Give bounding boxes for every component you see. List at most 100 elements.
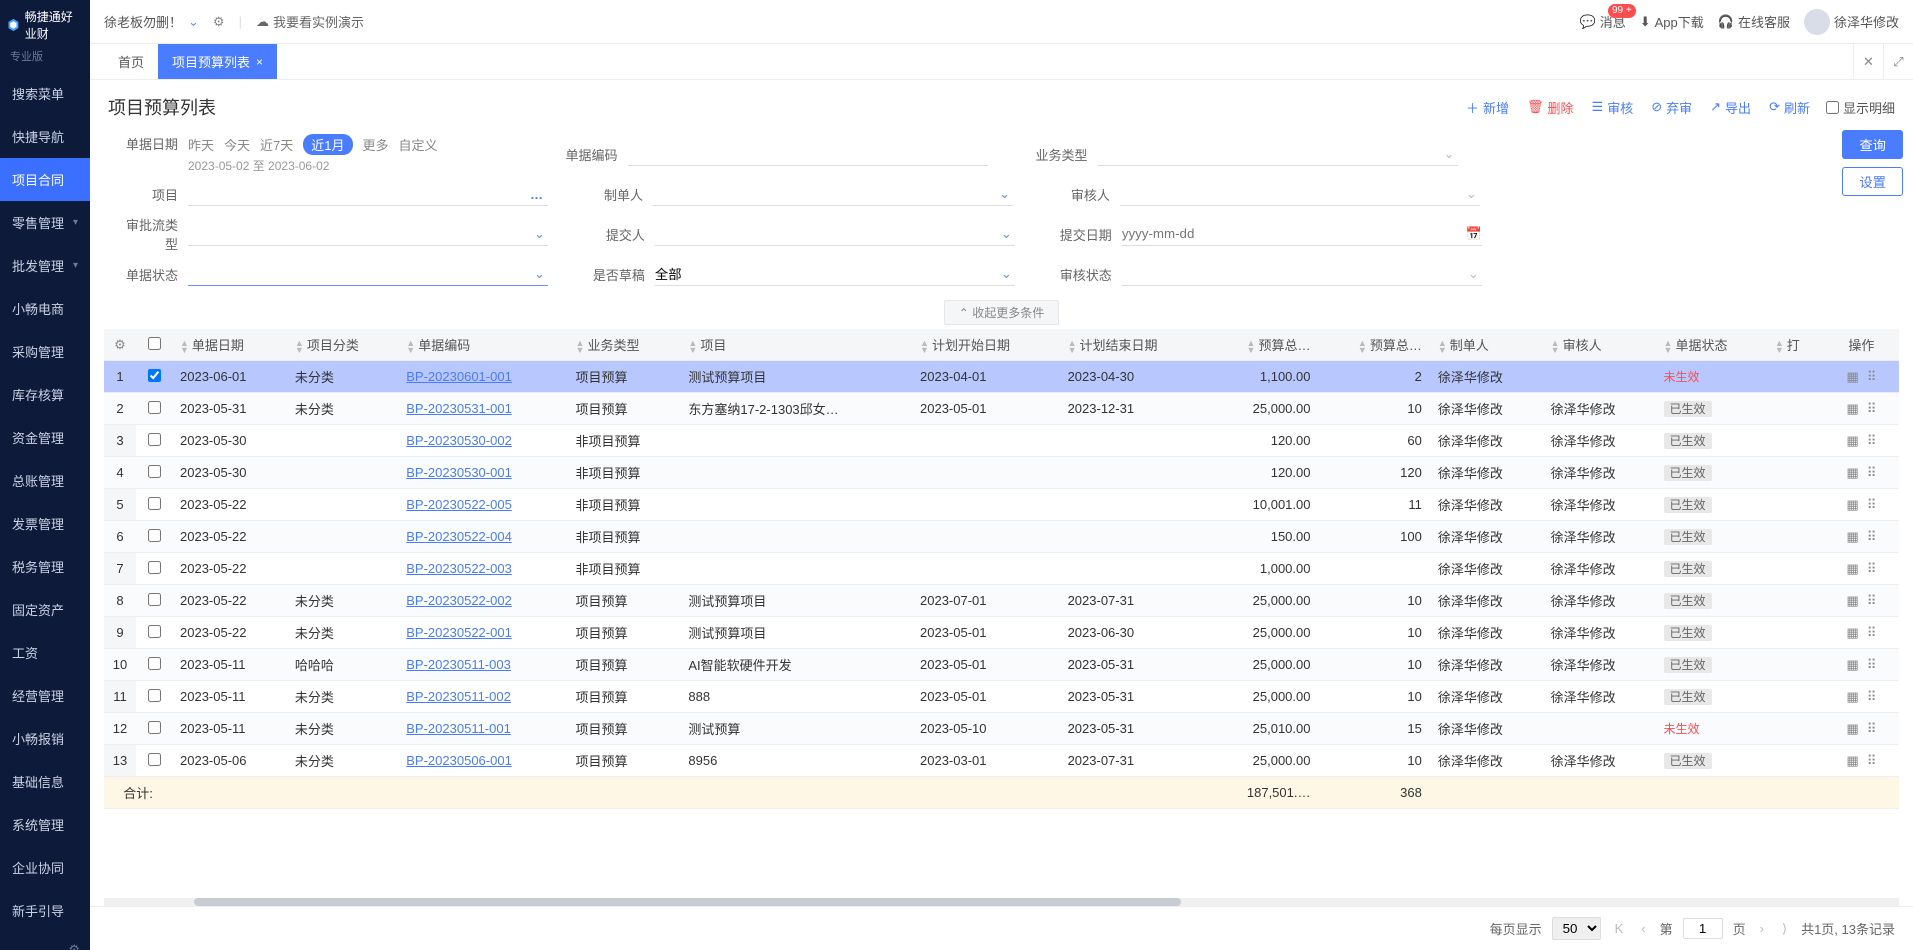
view-icon[interactable]: ▦: [1847, 529, 1859, 544]
view-icon[interactable]: ▦: [1847, 433, 1859, 448]
flowtype-input[interactable]: [188, 222, 548, 246]
sidebar-item[interactable]: 库存核算: [0, 373, 90, 416]
table-row[interactable]: 82023-05-22未分类BP-20230522-002项目预算测试预算项目2…: [104, 585, 1899, 617]
more-icon[interactable]: ⠿: [1867, 433, 1877, 448]
view-icon[interactable]: ▦: [1847, 369, 1859, 384]
next-page[interactable]: ›: [1756, 921, 1768, 936]
code-link[interactable]: BP-20230522-001: [406, 625, 512, 640]
more-icon[interactable]: ⠿: [1867, 529, 1877, 544]
page-input[interactable]: [1683, 918, 1723, 939]
chip-more[interactable]: 更多: [363, 135, 389, 154]
last-page[interactable]: ⟩: [1778, 921, 1791, 937]
more-icon[interactable]: ⠿: [1867, 657, 1877, 672]
row-checkbox[interactable]: [148, 689, 161, 702]
table-row[interactable]: 112023-05-11未分类BP-20230511-002项目预算888202…: [104, 681, 1899, 713]
code-link[interactable]: BP-20230531-001: [406, 401, 512, 416]
sidebar-item[interactable]: 基础信息: [0, 760, 90, 803]
messages-button[interactable]: 💬 消息 99 +: [1580, 12, 1626, 31]
sidebar-item[interactable]: 税务管理: [0, 545, 90, 588]
sidebar-item[interactable]: 系统管理: [0, 803, 90, 846]
tab-home[interactable]: 首页: [104, 44, 158, 79]
show-detail-toggle[interactable]: 显示明细: [1826, 98, 1895, 117]
collapse-filters[interactable]: ⌃ 收起更多条件: [944, 300, 1059, 325]
ellipsis-icon[interactable]: …: [530, 187, 543, 202]
settings-icon[interactable]: ⚙: [213, 14, 225, 30]
chip-custom[interactable]: 自定义: [399, 135, 438, 154]
sidebar-item[interactable]: 企业协同: [0, 846, 90, 889]
fullscreen-button[interactable]: ⤢: [1883, 44, 1913, 79]
row-checkbox[interactable]: [148, 369, 161, 382]
row-checkbox[interactable]: [148, 465, 161, 478]
row-checkbox[interactable]: [148, 657, 161, 670]
sidebar-item[interactable]: 项目合同: [0, 158, 90, 201]
more-icon[interactable]: ⠿: [1867, 593, 1877, 608]
table-row[interactable]: 72023-05-22BP-20230522-003非项目预算1,000.00徐…: [104, 553, 1899, 585]
project-input[interactable]: [188, 182, 548, 206]
delete-button[interactable]: 🗑删除: [1527, 98, 1574, 117]
user-menu[interactable]: 徐泽华修改: [1804, 9, 1899, 35]
code-input[interactable]: [628, 142, 988, 166]
close-icon[interactable]: ×: [256, 55, 263, 69]
table-row[interactable]: 132023-05-06未分类BP-20230506-001项目预算895620…: [104, 745, 1899, 777]
row-checkbox[interactable]: [148, 497, 161, 510]
code-link[interactable]: BP-20230511-001: [406, 721, 511, 736]
draft-input[interactable]: [655, 262, 1015, 286]
more-icon[interactable]: ⠿: [1867, 465, 1877, 480]
export-button[interactable]: ↗导出: [1710, 98, 1751, 117]
abandon-button[interactable]: ⊘弃审: [1651, 98, 1692, 117]
view-icon[interactable]: ▦: [1847, 593, 1859, 608]
sidebar-item[interactable]: 发票管理: [0, 502, 90, 545]
calendar-icon[interactable]: 📅: [1466, 226, 1482, 242]
view-icon[interactable]: ▦: [1847, 401, 1859, 416]
horizontal-scrollbar[interactable]: [104, 898, 1899, 906]
row-checkbox[interactable]: [148, 401, 161, 414]
sidebar-item[interactable]: 快捷导航: [0, 115, 90, 158]
row-checkbox[interactable]: [148, 753, 161, 766]
sidebar-item[interactable]: 资金管理: [0, 416, 90, 459]
sidebar-settings-icon[interactable]: ⚙: [0, 932, 90, 950]
sidebar-item[interactable]: 固定资产: [0, 588, 90, 631]
view-icon[interactable]: ▦: [1847, 753, 1859, 768]
more-icon[interactable]: ⠿: [1867, 625, 1877, 640]
view-icon[interactable]: ▦: [1847, 721, 1859, 736]
row-checkbox[interactable]: [148, 593, 161, 606]
filter-settings-button[interactable]: 设置: [1842, 167, 1903, 196]
code-link[interactable]: BP-20230522-002: [406, 593, 512, 608]
tab-budget-list[interactable]: 项目预算列表 ×: [158, 44, 277, 79]
table-row[interactable]: 32023-05-30BP-20230530-002非项目预算120.0060徐…: [104, 425, 1899, 457]
view-icon[interactable]: ▦: [1847, 561, 1859, 576]
auditor-input[interactable]: [1120, 182, 1480, 206]
table-row[interactable]: 12023-06-01未分类BP-20230601-001项目预算测试预算项目2…: [104, 361, 1899, 393]
more-icon[interactable]: ⠿: [1867, 401, 1877, 416]
select-all-header[interactable]: [136, 329, 172, 361]
audit-button[interactable]: ☰审核: [1592, 98, 1634, 117]
chip-month[interactable]: 近1月: [303, 134, 352, 155]
sidebar-item[interactable]: 工资: [0, 631, 90, 674]
table-row[interactable]: 102023-05-11哈哈哈BP-20230511-003项目预算AI智能软硬…: [104, 649, 1899, 681]
sidebar-item[interactable]: 新手引导: [0, 889, 90, 932]
demo-link[interactable]: ☁ 我要看实例演示: [256, 12, 364, 31]
chip-today[interactable]: 今天: [224, 135, 250, 154]
view-icon[interactable]: ▦: [1847, 657, 1859, 672]
sidebar-item[interactable]: 经营管理: [0, 674, 90, 717]
table-row[interactable]: 92023-05-22未分类BP-20230522-001项目预算测试预算项目2…: [104, 617, 1899, 649]
more-icon[interactable]: ⠿: [1867, 561, 1877, 576]
code-link[interactable]: BP-20230506-001: [406, 753, 512, 768]
biztype-input[interactable]: [1098, 142, 1458, 166]
table-settings-icon[interactable]: ⚙: [104, 329, 136, 361]
view-icon[interactable]: ▦: [1847, 689, 1859, 704]
code-link[interactable]: BP-20230511-003: [406, 657, 511, 672]
more-icon[interactable]: ⠿: [1867, 753, 1877, 768]
submitter-input[interactable]: [655, 222, 1015, 246]
add-button[interactable]: ＋新增: [1466, 98, 1509, 117]
perpage-select[interactable]: 50: [1552, 917, 1601, 940]
sidebar-item[interactable]: 批发管理▾: [0, 244, 90, 287]
submitdate-input[interactable]: [1122, 222, 1482, 246]
view-icon[interactable]: ▦: [1847, 497, 1859, 512]
chip-yesterday[interactable]: 昨天: [188, 135, 214, 154]
tabs-close-all[interactable]: ✕: [1853, 44, 1883, 79]
table-row[interactable]: 42023-05-30BP-20230530-001非项目预算120.00120…: [104, 457, 1899, 489]
code-link[interactable]: BP-20230601-001: [406, 369, 512, 384]
more-icon[interactable]: ⠿: [1867, 721, 1877, 736]
row-checkbox[interactable]: [148, 433, 161, 446]
